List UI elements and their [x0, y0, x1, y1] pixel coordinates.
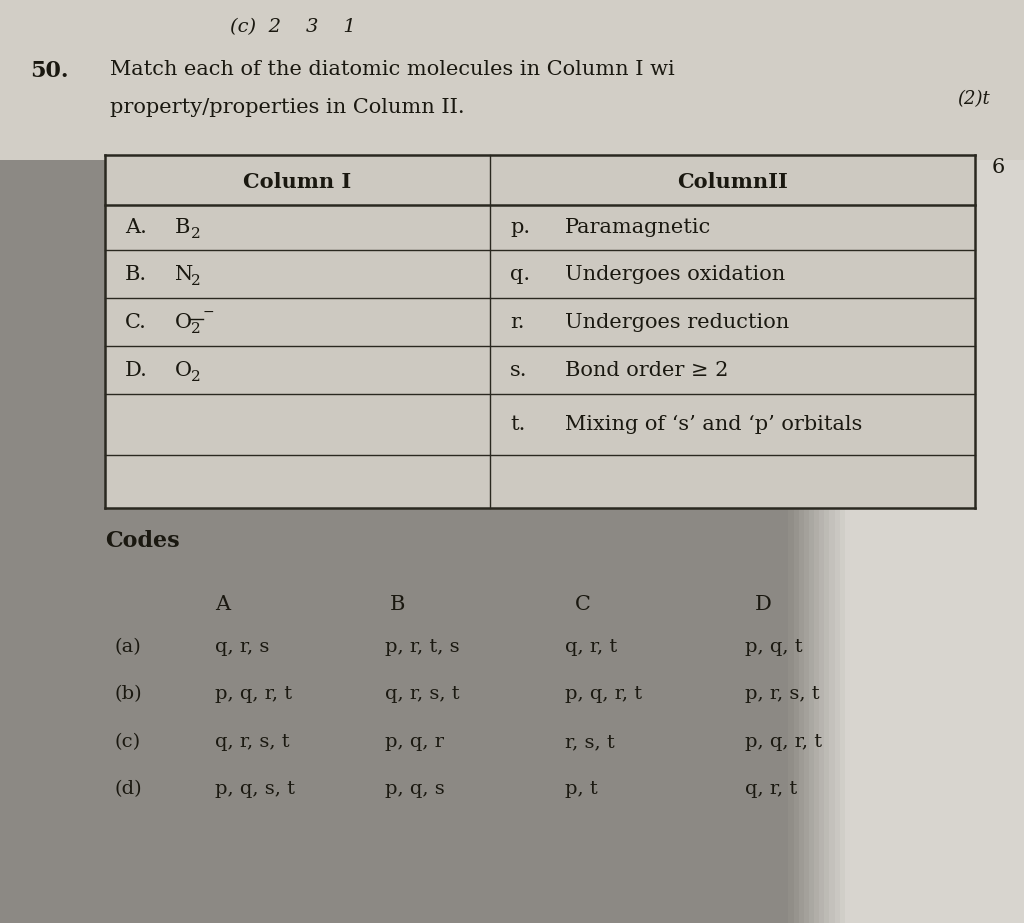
- Text: q, r, s, t: q, r, s, t: [385, 685, 460, 703]
- Text: O: O: [175, 313, 193, 331]
- Text: Undergoes oxidation: Undergoes oxidation: [565, 265, 785, 283]
- Text: property/properties in Column II.: property/properties in Column II.: [110, 98, 465, 117]
- Text: p, q, t: p, q, t: [745, 638, 803, 656]
- Text: (2)t: (2)t: [957, 90, 990, 108]
- Text: p, q, r, t: p, q, r, t: [215, 685, 292, 703]
- Text: p, q, r, t: p, q, r, t: [745, 733, 822, 751]
- Text: D: D: [755, 595, 772, 614]
- Text: C: C: [575, 595, 591, 614]
- Text: 6: 6: [992, 158, 1005, 177]
- Text: p, r, s, t: p, r, s, t: [745, 685, 819, 703]
- Text: (b): (b): [115, 685, 142, 703]
- Text: 2: 2: [191, 322, 201, 336]
- Text: q, r, s, t: q, r, s, t: [215, 733, 290, 751]
- Text: C.: C.: [125, 313, 146, 331]
- Text: Match each of the diatomic molecules in Column I wi: Match each of the diatomic molecules in …: [110, 60, 675, 79]
- Text: A: A: [215, 595, 230, 614]
- Text: 2: 2: [191, 227, 201, 242]
- Text: s.: s.: [510, 361, 527, 379]
- Text: Bond order ≥ 2: Bond order ≥ 2: [565, 361, 728, 379]
- Text: p, q, r, t: p, q, r, t: [565, 685, 642, 703]
- Text: ColumnII: ColumnII: [677, 172, 787, 192]
- Text: B.: B.: [125, 265, 147, 283]
- Text: A.: A.: [125, 218, 146, 237]
- Text: O: O: [175, 361, 193, 379]
- Text: q, r, s: q, r, s: [215, 638, 269, 656]
- Text: p, q, r: p, q, r: [385, 733, 444, 751]
- Text: Paramagnetic: Paramagnetic: [565, 218, 712, 237]
- Text: (c)  2    3    1: (c) 2 3 1: [230, 18, 355, 36]
- Text: p, q, s: p, q, s: [385, 780, 444, 798]
- Text: (d): (d): [115, 780, 142, 798]
- Text: 2: 2: [191, 274, 201, 288]
- Text: p, r, t, s: p, r, t, s: [385, 638, 460, 656]
- Text: Column I: Column I: [244, 172, 351, 192]
- Text: Undergoes reduction: Undergoes reduction: [565, 313, 790, 331]
- Text: q, r, t: q, r, t: [565, 638, 617, 656]
- Text: p, t: p, t: [565, 780, 598, 798]
- Text: r.: r.: [510, 313, 524, 331]
- Text: B: B: [390, 595, 406, 614]
- Text: −: −: [203, 305, 215, 319]
- Text: N: N: [175, 265, 194, 283]
- Text: t.: t.: [510, 415, 525, 434]
- Text: (c): (c): [115, 733, 141, 751]
- Bar: [105, 155, 975, 508]
- Text: 2: 2: [191, 370, 201, 384]
- Text: D.: D.: [125, 361, 147, 379]
- Text: 50.: 50.: [30, 60, 69, 82]
- Text: r, s, t: r, s, t: [565, 733, 614, 751]
- Text: q, r, t: q, r, t: [745, 780, 798, 798]
- Text: p.: p.: [510, 218, 530, 237]
- Text: (a): (a): [115, 638, 141, 656]
- Text: Codes: Codes: [105, 530, 179, 552]
- Text: B: B: [175, 218, 190, 237]
- Text: p, q, s, t: p, q, s, t: [215, 780, 295, 798]
- Text: q.: q.: [510, 265, 530, 283]
- Text: Mixing of ‘s’ and ‘p’ orbitals: Mixing of ‘s’ and ‘p’ orbitals: [565, 415, 862, 434]
- Bar: [0, 0, 1024, 160]
